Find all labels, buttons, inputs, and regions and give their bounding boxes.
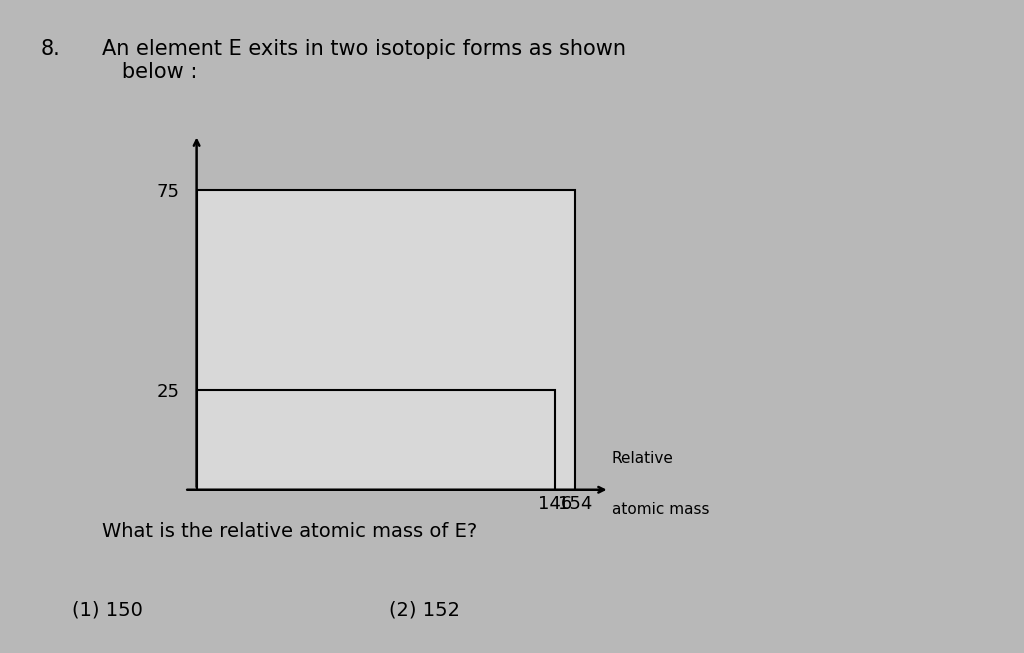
Text: (1) 150: (1) 150	[72, 601, 142, 620]
Bar	[197, 390, 555, 490]
Text: What is the relative atomic mass of E?: What is the relative atomic mass of E?	[102, 522, 477, 541]
Text: atomic mass: atomic mass	[612, 502, 710, 517]
Text: (2) 152: (2) 152	[389, 601, 460, 620]
Text: Relative: Relative	[612, 451, 674, 466]
Bar	[197, 191, 575, 490]
Text: An element E exits in two isotopic forms as shown
   below :: An element E exits in two isotopic forms…	[102, 39, 627, 82]
Text: 8.: 8.	[41, 39, 60, 59]
